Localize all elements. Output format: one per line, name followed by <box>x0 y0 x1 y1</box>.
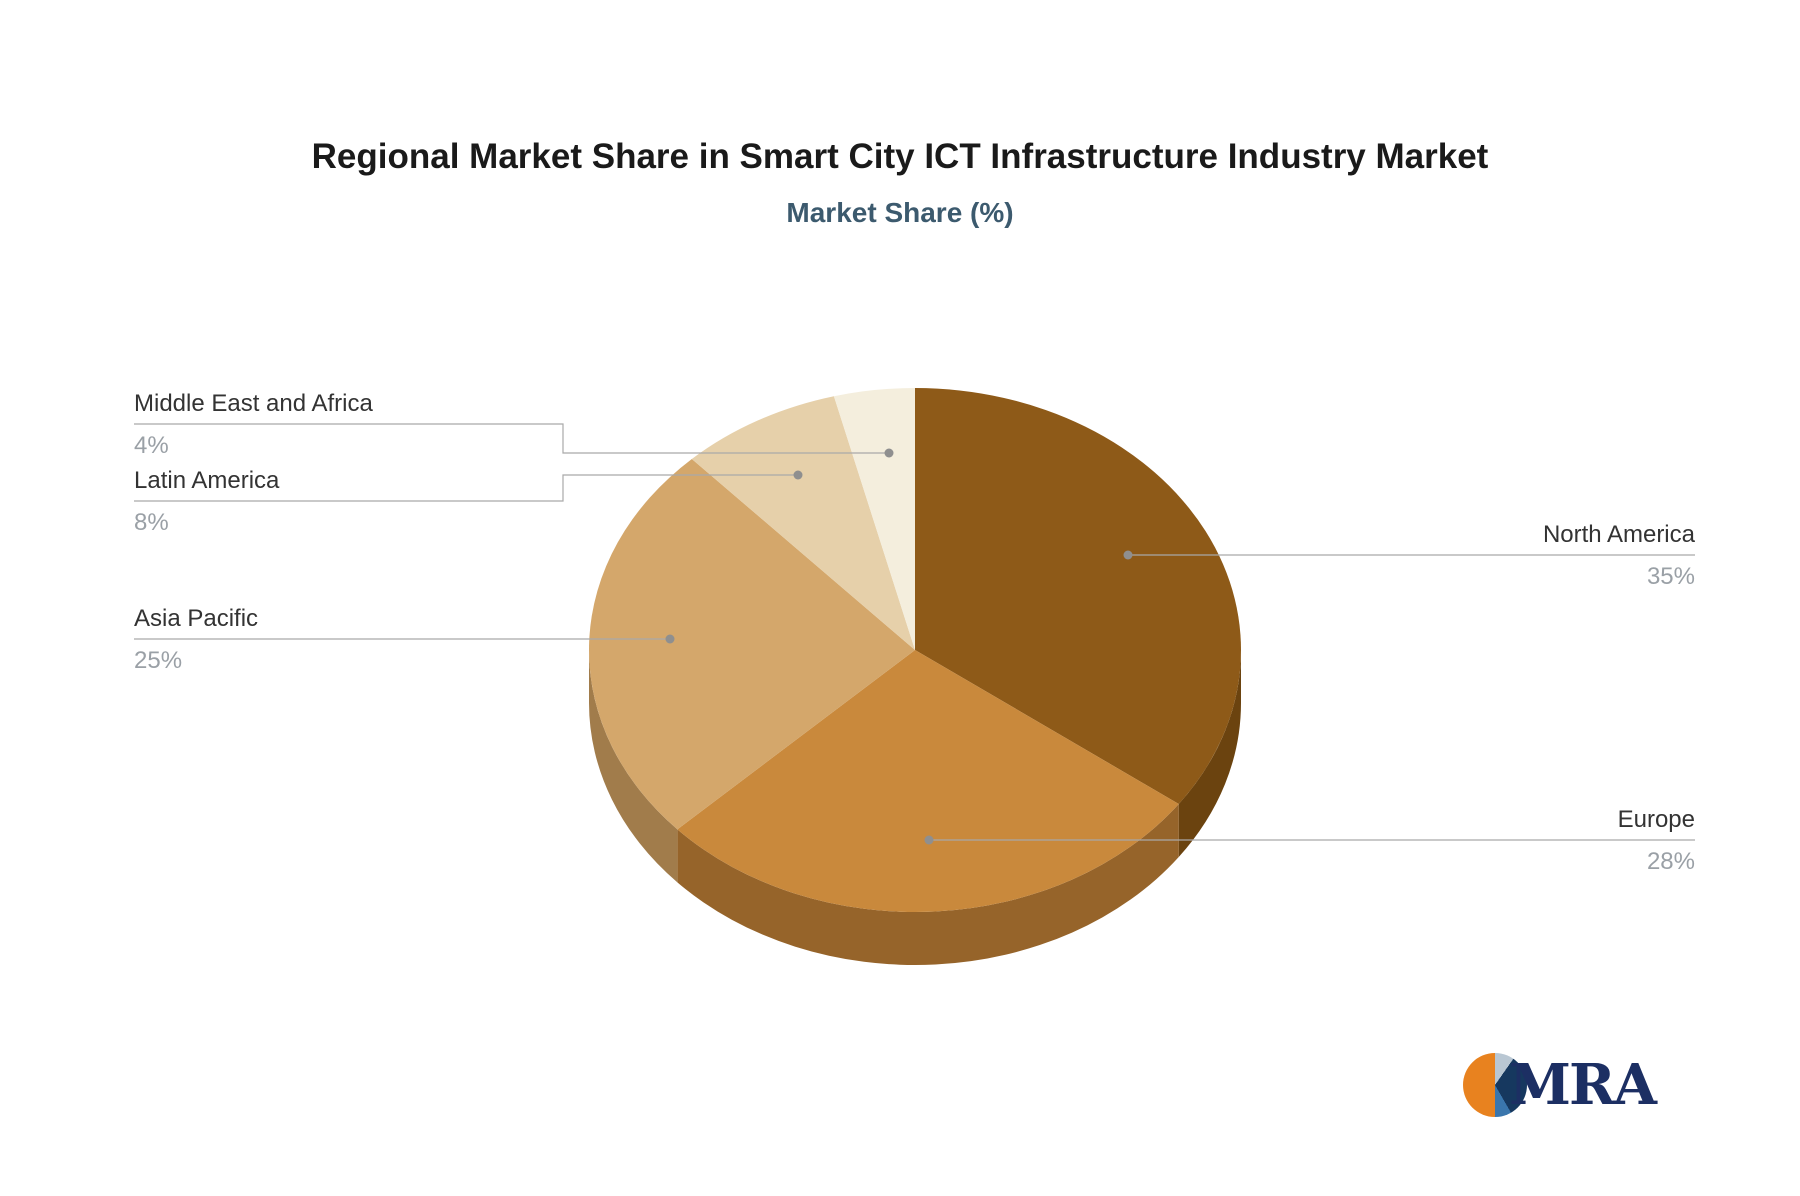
callout-label: Asia Pacific <box>134 605 259 632</box>
mra-logo: MRA <box>1463 1050 1657 1120</box>
callout-label: Europe <box>1617 806 1695 833</box>
callout-label: North America <box>1542 521 1695 548</box>
leader-dot-middle-east-and-africa <box>884 448 894 458</box>
pie-slice-asia-pacific[interactable] <box>588 459 915 830</box>
pie-side-north-america <box>1178 650 1241 857</box>
callout-percent: 35% <box>1646 563 1695 590</box>
mra-logo-pie-icon <box>1463 1053 1528 1117</box>
callout-latin-america: Latin America 8% <box>134 463 279 541</box>
callout-label: Latin America <box>134 467 280 494</box>
leader-dot-latin-america <box>793 470 803 480</box>
leader-dot-europe <box>924 835 934 845</box>
callout-europe: Europe 28% <box>1618 802 1695 880</box>
pie-slice-north-america[interactable] <box>915 388 1241 804</box>
pie-side-asia-pacific <box>589 650 678 883</box>
callout-middle-east-and-africa: Middle East and Africa 4% <box>134 386 373 464</box>
leader-dot-asia-pacific <box>665 634 675 644</box>
chart-title: Regional Market Share in Smart City ICT … <box>311 137 1489 176</box>
pie-slice-europe[interactable] <box>677 650 1179 912</box>
callout-label: Middle East and Africa <box>134 390 373 417</box>
callout-percent: 8% <box>134 509 169 536</box>
callout-percent: 4% <box>134 432 169 459</box>
leader-line-middle-east-and-africa <box>134 423 889 454</box>
leader-dot-north-america <box>1123 550 1133 560</box>
mra-logo-text: MRA <box>1509 1052 1657 1118</box>
callout-asia-pacific: Asia Pacific 25% <box>134 601 258 679</box>
callout-percent: 28% <box>1646 848 1695 875</box>
leader-line-latin-america <box>134 474 798 502</box>
pie-side-europe <box>677 803 1179 965</box>
pie-slice-latin-america[interactable] <box>691 396 915 650</box>
chart-subtitle: Market Share (%) <box>786 197 1014 228</box>
callout-percent: 25% <box>134 647 183 674</box>
callout-north-america: North America 35% <box>1543 517 1695 595</box>
